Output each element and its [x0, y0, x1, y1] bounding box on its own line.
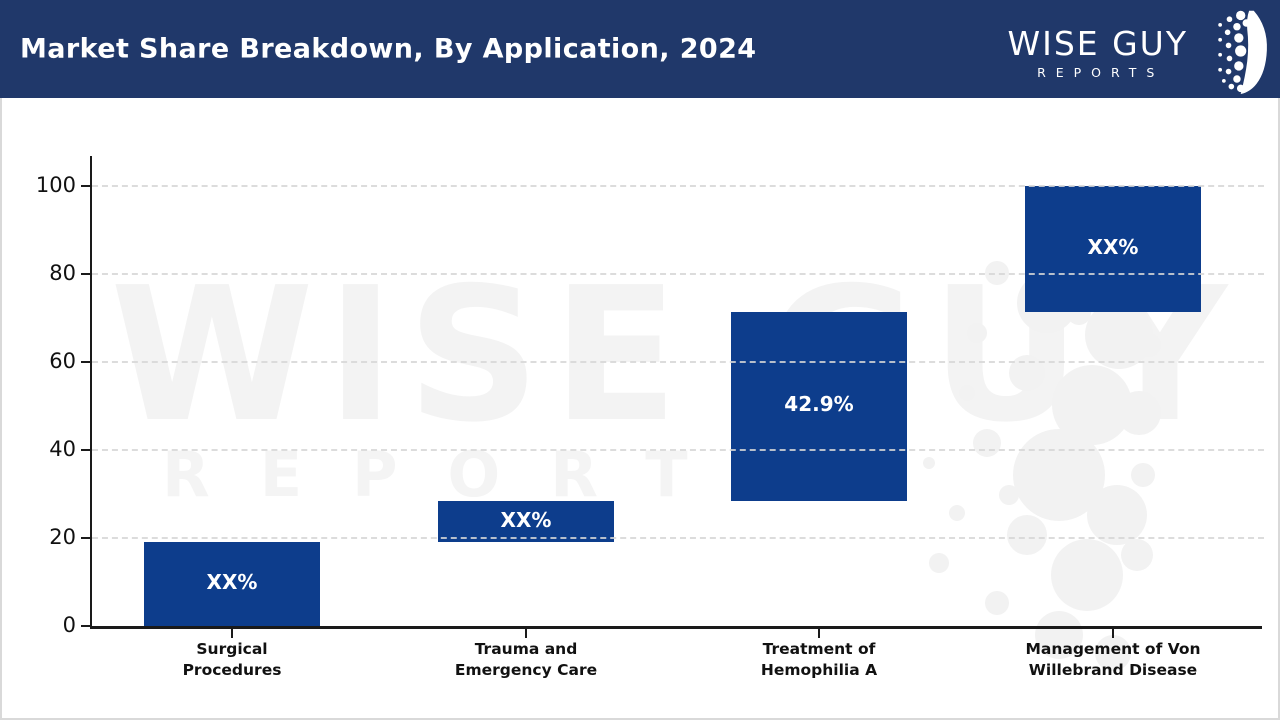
dotted-face-icon	[1174, 8, 1270, 98]
x-category-label: Trauma and Emergency Care	[454, 640, 598, 679]
y-tick	[81, 361, 90, 363]
bar-value-label: XX%	[500, 507, 552, 532]
bar	[144, 542, 320, 626]
gridline	[92, 537, 1264, 539]
y-tick-label: 20	[49, 525, 76, 549]
watermark-subtitle: REPORTS	[162, 438, 833, 511]
y-tick	[81, 185, 90, 187]
x-tick	[1112, 629, 1114, 638]
wise-guy-reports-logo: WISE GUY REPORTS	[1007, 8, 1270, 98]
y-tick	[81, 537, 90, 539]
x-tick	[231, 629, 233, 638]
bar	[438, 500, 614, 543]
gridline	[92, 449, 1264, 451]
gridline	[92, 361, 1264, 363]
header-band: Market Share Breakdown, By Application, …	[0, 0, 1280, 98]
y-tick	[81, 625, 90, 627]
bar-value-label: 42.9%	[784, 392, 854, 417]
bar-value-label: XX%	[1087, 234, 1139, 259]
page-title: Market Share Breakdown, By Application, …	[20, 33, 757, 65]
x-tick	[818, 629, 820, 638]
gridline	[92, 185, 1264, 187]
x-tick	[525, 629, 527, 638]
logo-wordmark: WISE GUY	[1007, 23, 1188, 63]
chart-area: WISE GUY REPORTS XX% XX% 42.9% XX%	[0, 98, 1280, 720]
y-tick-label: 80	[49, 261, 76, 285]
gridline	[92, 273, 1264, 275]
bar	[731, 311, 907, 501]
logo-subtitle: REPORTS	[1037, 64, 1165, 80]
x-category-label: Treatment of Hemophilia A	[760, 640, 878, 679]
bar-value-label: XX%	[206, 570, 258, 595]
y-tick	[81, 273, 90, 275]
y-axis-line	[90, 156, 92, 629]
y-tick-label: 0	[62, 613, 76, 637]
x-category-label: Management of Von Willebrand Disease	[1025, 640, 1201, 679]
y-tick-label: 100	[35, 173, 76, 197]
y-tick-label: 40	[49, 437, 76, 461]
y-tick	[81, 449, 90, 451]
x-category-label: Surgical Procedures	[182, 640, 282, 679]
x-axis-line	[90, 626, 1262, 629]
y-tick-label: 60	[49, 349, 76, 373]
logo-text: WISE GUY REPORTS	[1007, 27, 1188, 80]
bar	[1025, 186, 1201, 312]
